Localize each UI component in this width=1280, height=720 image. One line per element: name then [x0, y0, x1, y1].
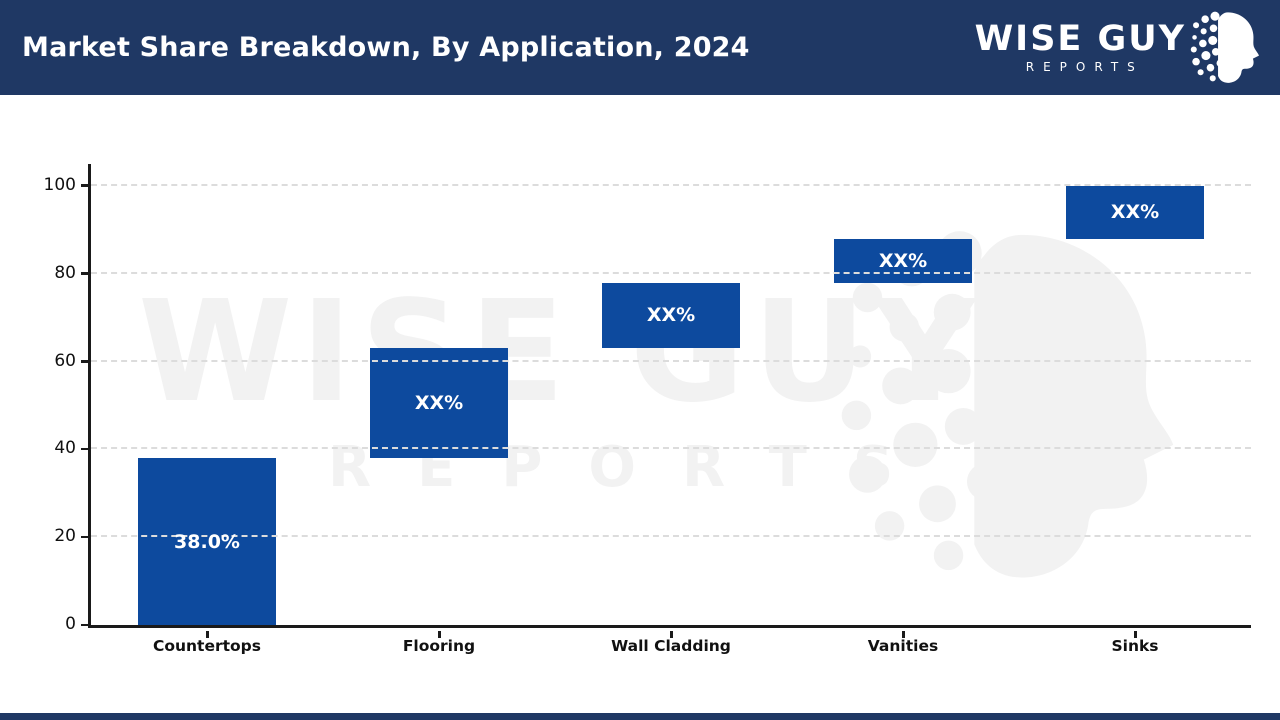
bar-sinks — [1066, 185, 1204, 239]
gridline-60 — [91, 359, 1251, 362]
x-category-label: Flooring — [402, 637, 476, 655]
gridline-80 — [91, 271, 1251, 274]
y-tick-label: 60 — [54, 350, 76, 371]
gridline-40 — [91, 447, 1251, 450]
x-tick-mark — [902, 631, 905, 638]
y-tick-label: 20 — [54, 526, 76, 547]
bar-value-label: XX% — [878, 249, 928, 272]
gridline-100 — [91, 183, 1251, 186]
logo-subtitle: REPORTS — [1025, 60, 1144, 74]
x-tick-mark — [670, 631, 673, 638]
wise-guy-logo: WISE GUY REPORTS — [975, 8, 1262, 88]
y-tick-label: 100 — [43, 174, 76, 195]
x-category-label: Sinks — [1111, 637, 1159, 655]
y-tick-mark — [81, 535, 88, 539]
footer-bar — [0, 713, 1280, 720]
bar-value-label: 38.0% — [174, 530, 240, 553]
logo-text: WISE GUY REPORTS — [974, 19, 1186, 74]
x-tick-mark — [438, 631, 441, 638]
bar-value-label: XX% — [414, 392, 464, 415]
y-tick-mark — [81, 272, 88, 275]
bar-value-label: XX% — [1110, 201, 1160, 224]
y-tick-mark — [81, 447, 88, 451]
y-tick-mark — [81, 184, 88, 187]
chart-title: Market Share Breakdown, By Application, … — [22, 32, 750, 63]
bar-wall-cladding — [602, 282, 740, 349]
y-tick-mark — [81, 360, 88, 363]
x-category-label: Vanities — [867, 637, 939, 655]
x-tick-mark — [1134, 631, 1137, 638]
x-tick-mark — [206, 631, 209, 638]
y-tick-label: 80 — [54, 262, 76, 283]
watermark-wordmark: WISE GUY — [138, 271, 984, 434]
bar-countertops — [138, 458, 276, 625]
bar-value-label: XX% — [646, 304, 696, 327]
x-category-label: Countertops — [152, 637, 262, 655]
y-tick-label: 40 — [54, 438, 76, 459]
header-bar: Market Share Breakdown, By Application, … — [0, 0, 1280, 95]
y-tick-label: 0 — [65, 614, 76, 634]
gridline-20 — [91, 535, 1251, 538]
plot-area: 38.0% Countertops XX% Flooring XX% Wall Cladd… — [44, 164, 1251, 655]
logo-wordmark: WISE GUY — [974, 19, 1186, 59]
bar-vanities — [834, 238, 972, 283]
x-category-label: Wall Cladding — [611, 637, 731, 655]
y-tick-mark — [81, 623, 88, 626]
bar-flooring — [370, 348, 508, 459]
